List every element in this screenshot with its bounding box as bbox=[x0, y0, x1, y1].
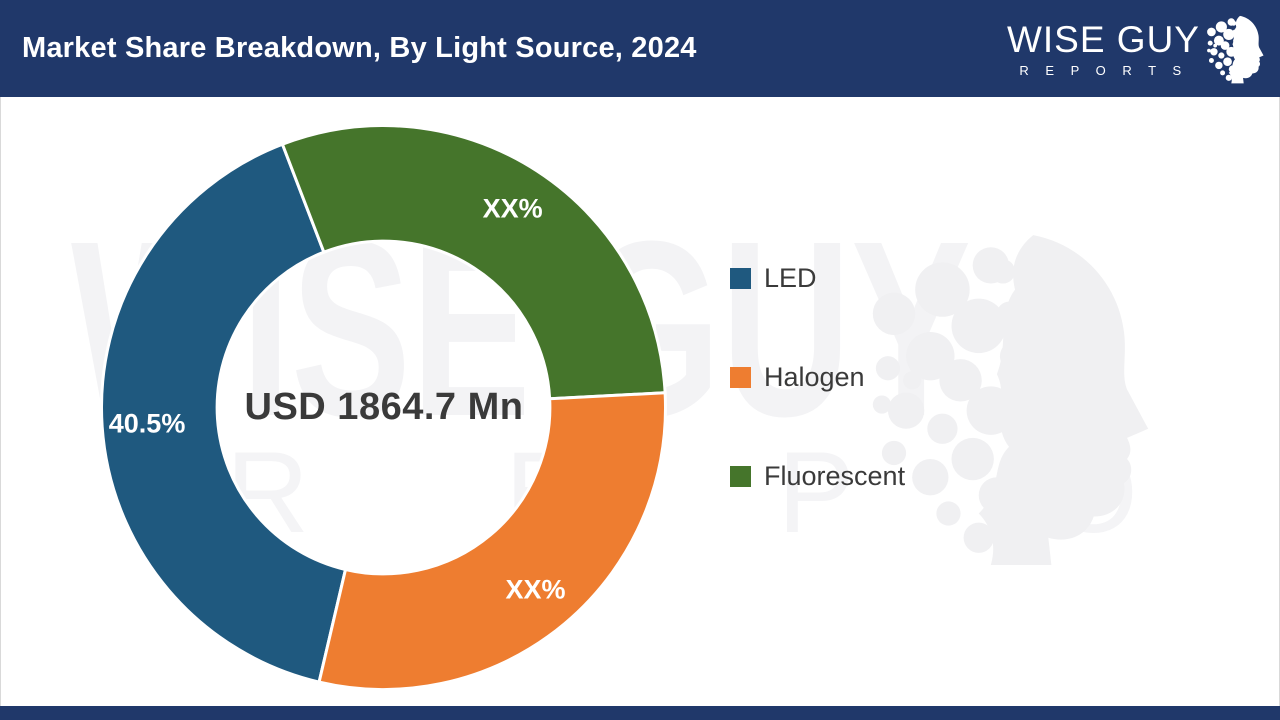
legend-item-led: LED bbox=[730, 263, 905, 294]
chart-area: WISE GUY R E P O R T S 40.5%XX%XX% USD 1… bbox=[0, 97, 1280, 706]
donut-chart: 40.5% XX% XX% bbox=[100, 124, 667, 691]
slice-label-halogen: XX% bbox=[506, 574, 566, 604]
legend-swatch-fluorescent bbox=[730, 466, 751, 487]
legend-item-halogen: Halogen bbox=[730, 362, 905, 393]
chart-legend: LED Halogen Fluorescent bbox=[730, 263, 905, 560]
brand-subname: R E P O R T S bbox=[1019, 63, 1188, 78]
donut-slice-halogen bbox=[317, 391, 667, 691]
page-title: Market Share Breakdown, By Light Source,… bbox=[22, 32, 697, 64]
footer-bar bbox=[0, 706, 1280, 720]
donut-slice-led bbox=[100, 142, 348, 684]
legend-swatch-led bbox=[730, 268, 751, 289]
slice-label-fluorescent: XX% bbox=[483, 194, 543, 224]
brand-name: WISE GUY bbox=[1006, 19, 1200, 60]
slice-label-led: 40.5% bbox=[109, 409, 186, 439]
legend-swatch-halogen bbox=[730, 367, 751, 388]
legend-label-halogen: Halogen bbox=[764, 362, 865, 392]
header-bar: Market Share Breakdown, By Light Source,… bbox=[0, 0, 1280, 97]
brand-logo-text: WISE GUY R E P O R T S bbox=[1007, 19, 1200, 78]
donut-slice-fluorescent bbox=[280, 124, 667, 401]
legend-label-fluorescent: Fluorescent bbox=[764, 461, 906, 491]
brand-logo: WISE GUY R E P O R T S bbox=[1007, 0, 1266, 97]
legend-label-led: LED bbox=[764, 263, 817, 293]
donut-center-value: USD 1864.7 Mn bbox=[244, 386, 524, 428]
wise-guy-head-icon bbox=[1207, 15, 1264, 83]
legend-item-fluorescent: Fluorescent bbox=[730, 461, 905, 492]
